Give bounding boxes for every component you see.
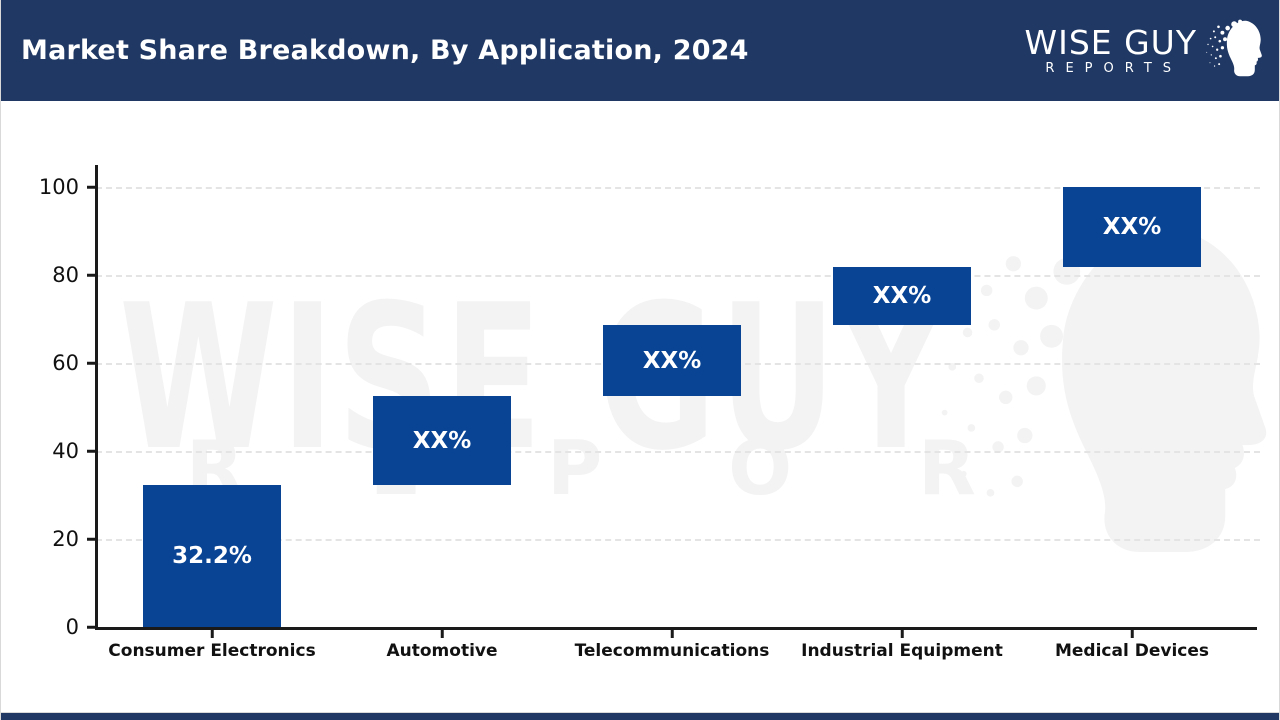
y-axis-tick-mark bbox=[87, 361, 96, 365]
y-axis-tick-label: 20 bbox=[52, 527, 79, 551]
y-axis-tick-label: 100 bbox=[38, 175, 79, 199]
gridline bbox=[96, 187, 1260, 189]
x-axis-tick-mark bbox=[1130, 629, 1134, 638]
bar: XX% bbox=[1063, 187, 1201, 268]
y-axis-tick-label: 80 bbox=[52, 263, 79, 287]
logo-subtitle: REPORTS bbox=[1045, 61, 1183, 76]
bar-value-label: 32.2% bbox=[172, 543, 252, 570]
x-axis-tick-mark bbox=[210, 629, 214, 638]
y-axis-tick-mark bbox=[87, 625, 96, 629]
y-axis-tick-mark bbox=[87, 273, 96, 277]
x-axis-category-label: Automotive bbox=[386, 641, 498, 661]
y-axis-line bbox=[95, 165, 98, 629]
y-axis-tick-mark bbox=[87, 537, 96, 541]
page-title: Market Share Breakdown, By Application, … bbox=[21, 35, 749, 66]
header-bar: Market Share Breakdown, By Application, … bbox=[1, 0, 1279, 101]
x-axis-tick-mark bbox=[900, 629, 904, 638]
y-axis-tick-label: 0 bbox=[65, 615, 79, 639]
x-axis-tick-mark bbox=[670, 629, 674, 638]
bar-value-label: XX% bbox=[872, 283, 932, 310]
x-axis-category-label: Telecommunications bbox=[574, 641, 770, 661]
y-axis-tick-mark bbox=[87, 449, 96, 453]
gridline bbox=[96, 539, 1260, 541]
logo-text: WISE GUY REPORTS bbox=[1024, 26, 1197, 75]
gridline bbox=[96, 451, 1260, 453]
bar-value-label: XX% bbox=[1102, 214, 1162, 241]
chart-plot-area: 0 20 40 60 80 100 32.2% Consumer Electronics XX%… bbox=[1, 101, 1279, 713]
x-axis-category-label: Industrial Equipment bbox=[801, 641, 1003, 661]
bar: 32.2% bbox=[143, 485, 281, 627]
y-axis-tick-label: 60 bbox=[52, 351, 79, 375]
x-axis-category-label: Medical Devices bbox=[1054, 641, 1209, 661]
bar: XX% bbox=[373, 396, 511, 486]
y-axis-tick-label: 40 bbox=[52, 439, 79, 463]
x-axis-category-label: Consumer Electronics bbox=[108, 641, 316, 661]
footer-bar bbox=[1, 713, 1279, 720]
gridline bbox=[96, 275, 1260, 277]
logo-wordmark: WISE GUY bbox=[1024, 23, 1197, 62]
dotted-head-icon bbox=[1206, 19, 1262, 76]
wise-guy-reports-logo: WISE GUY REPORTS bbox=[1024, 7, 1263, 95]
bar-value-label: XX% bbox=[412, 427, 472, 454]
bar-value-label: XX% bbox=[642, 347, 702, 374]
bar: XX% bbox=[603, 325, 741, 396]
x-axis-line bbox=[95, 627, 1257, 630]
y-axis-tick-mark bbox=[87, 185, 96, 189]
x-axis-tick-mark bbox=[440, 629, 444, 638]
figure-border bbox=[1, 712, 1279, 713]
bar: XX% bbox=[833, 267, 971, 326]
